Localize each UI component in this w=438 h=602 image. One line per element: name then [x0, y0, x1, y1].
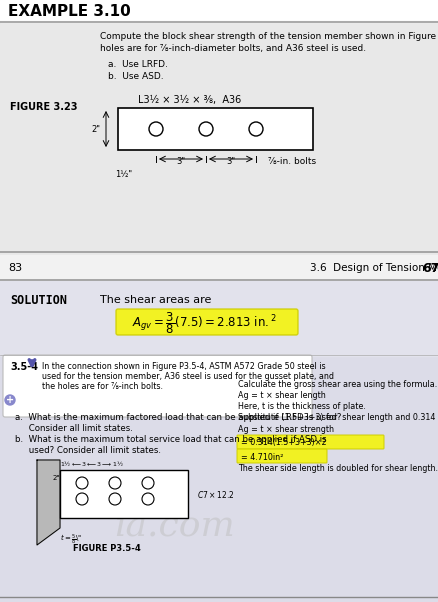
- Text: EXAMPLE 3.10: EXAMPLE 3.10: [8, 4, 131, 19]
- Text: Substitute (1.5+3+3) for  shear length and 0.314 in. for t.: Substitute (1.5+3+3) for shear length an…: [237, 413, 438, 422]
- Text: = 4.710in²: = 4.710in²: [240, 453, 283, 462]
- Text: In the connection shown in Figure P3.5-4, ASTM A572 Grade 50 steel is: In the connection shown in Figure P3.5-4…: [42, 362, 325, 371]
- Text: 67: 67: [421, 261, 438, 275]
- Text: $A_{gv} = \dfrac{3}{8}(7.5) = 2.813\ \mathrm{in.}^2$: $A_{gv} = \dfrac{3}{8}(7.5) = 2.813\ \ma…: [132, 310, 277, 336]
- Circle shape: [109, 493, 121, 505]
- Text: ⅞-in. bolts: ⅞-in. bolts: [267, 157, 315, 166]
- Text: 1½": 1½": [115, 170, 132, 179]
- FancyBboxPatch shape: [237, 435, 383, 449]
- Text: Calculate the gross shear area using the formula.: Calculate the gross shear area using the…: [237, 380, 436, 389]
- Text: FIGURE P3.5-4: FIGURE P3.5-4: [73, 544, 141, 553]
- FancyBboxPatch shape: [237, 449, 326, 463]
- Text: 3": 3": [226, 157, 235, 166]
- Circle shape: [248, 122, 262, 136]
- Text: 2": 2": [53, 475, 60, 481]
- Circle shape: [5, 395, 15, 405]
- Text: 3": 3": [176, 157, 185, 166]
- Text: a.  Use LRFD.: a. Use LRFD.: [108, 60, 167, 69]
- Bar: [60, 470, 187, 518]
- Bar: [0, 0, 438, 22]
- Text: +: +: [6, 395, 14, 405]
- Bar: [0, 281, 438, 356]
- Text: Consider all limit states.: Consider all limit states.: [15, 424, 133, 433]
- Polygon shape: [37, 460, 60, 545]
- Text: The shear side length is doubled for shear length.: The shear side length is doubled for she…: [237, 464, 437, 473]
- Circle shape: [148, 122, 162, 136]
- Text: Compute the block shear strength of the tension member shown in Figure 3.23. The: Compute the block shear strength of the …: [100, 32, 438, 41]
- Text: b.  What is the maximum total service load that can be applied if ASD is: b. What is the maximum total service loa…: [15, 435, 326, 444]
- Text: Ag = t × shear strength: Ag = t × shear strength: [237, 425, 333, 434]
- Text: $t = \frac{5}{8}$\": $t = \frac{5}{8}$\": [60, 533, 82, 547]
- Text: b.  Use ASD.: b. Use ASD.: [108, 72, 163, 81]
- Text: 1½$\longleftarrow$3$\longleftarrow$3$\longrightarrow$1½: 1½$\longleftarrow$3$\longleftarrow$3$\lo…: [60, 459, 124, 468]
- Text: the holes are for ⅞-inch bolts.: the holes are for ⅞-inch bolts.: [42, 382, 162, 391]
- Bar: [0, 290, 438, 602]
- Text: SOLUTION: SOLUTION: [10, 294, 67, 306]
- Bar: [0, 255, 438, 290]
- Text: a.  What is the maximum factored load that can be applied if LRFD is used?: a. What is the maximum factored load tha…: [15, 413, 341, 422]
- Text: 3.6  Design of Tension Members: 3.6 Design of Tension Members: [309, 263, 438, 273]
- Text: = 0.314(1.5+3+3)×2: = 0.314(1.5+3+3)×2: [240, 438, 326, 447]
- Circle shape: [76, 477, 88, 489]
- Bar: [118, 108, 312, 150]
- Circle shape: [141, 477, 154, 489]
- Circle shape: [198, 122, 212, 136]
- Text: 83: 83: [8, 263, 22, 273]
- Text: Here, t is the thickness of plate.: Here, t is the thickness of plate.: [237, 402, 365, 411]
- Text: used for the tension member, A36 steel is used for the gusset plate, and: used for the tension member, A36 steel i…: [42, 372, 333, 381]
- Text: Ag = t × shear length: Ag = t × shear length: [237, 391, 325, 400]
- Text: used? Consider all limit states.: used? Consider all limit states.: [15, 446, 161, 455]
- Bar: [0, 0, 438, 255]
- Circle shape: [109, 477, 121, 489]
- Text: The shear areas are: The shear areas are: [100, 295, 211, 305]
- Text: holes are for ⅞-inch-diameter bolts, and A36 steel is used.: holes are for ⅞-inch-diameter bolts, and…: [100, 44, 365, 53]
- Circle shape: [76, 493, 88, 505]
- Text: ia.com: ia.com: [114, 508, 235, 542]
- Text: 2": 2": [91, 125, 100, 134]
- Text: FIGURE 3.23: FIGURE 3.23: [10, 102, 78, 112]
- FancyBboxPatch shape: [116, 309, 297, 335]
- FancyBboxPatch shape: [3, 355, 311, 417]
- Text: $C7 \times 12.2$: $C7 \times 12.2$: [197, 489, 234, 500]
- Circle shape: [141, 493, 154, 505]
- Text: 3.5-4: 3.5-4: [10, 362, 38, 372]
- Text: L3½ × 3½ × ⅜,  A36: L3½ × 3½ × ⅜, A36: [138, 95, 241, 105]
